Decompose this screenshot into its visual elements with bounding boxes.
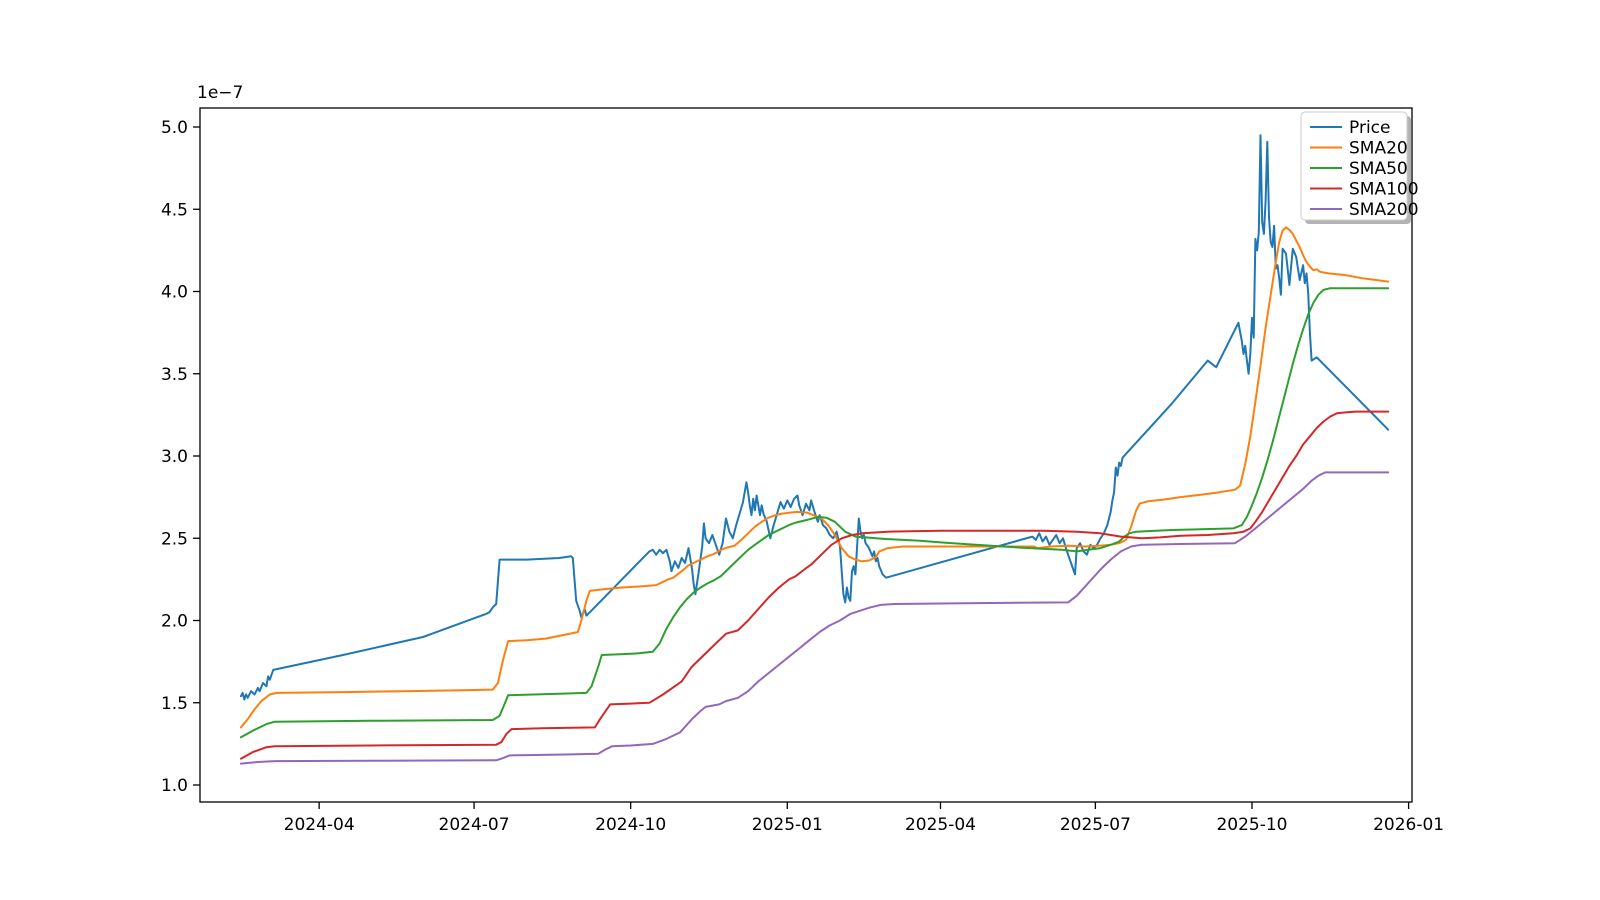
y-tick-label: 3.5: [161, 365, 188, 385]
x-tick-label: 2025-01: [752, 815, 823, 835]
y-tick-label: 5.0: [161, 118, 188, 138]
legend-label: SMA20: [1349, 139, 1408, 159]
y-tick-label: 1.5: [161, 694, 188, 714]
x-axis: 2024-04 2024-07 2024-10 2025-01 2025-04 2025-…: [284, 802, 1444, 835]
y-tick-label: 2.5: [161, 529, 188, 549]
y-tick-label: 4.0: [161, 283, 188, 303]
legend-item-sma50: SMA50: [1310, 159, 1408, 179]
series-lines: [239, 134, 1390, 765]
legend-item-sma100: SMA100: [1310, 180, 1419, 200]
legend-label: Price: [1349, 118, 1390, 138]
x-tick-label: 2024-07: [439, 815, 510, 835]
series-line-price: [239, 134, 1390, 701]
axes-spines: [199, 107, 1413, 803]
legend-item-sma200: SMA200: [1310, 200, 1419, 220]
y-tick-label: 4.5: [161, 200, 188, 220]
legend-item-price: Price: [1310, 118, 1390, 138]
legend-label: SMA200: [1349, 200, 1419, 220]
legend-label: SMA100: [1349, 180, 1419, 200]
x-tick-label: 2026-01: [1373, 815, 1444, 835]
y-tick-label: 1.0: [161, 776, 188, 796]
x-tick-label: 2025-10: [1216, 815, 1287, 835]
x-tick-label: 2025-07: [1060, 815, 1131, 835]
series-line-sma100: [239, 410, 1390, 760]
x-tick-label: 2025-04: [905, 815, 976, 835]
series-line-sma20: [239, 226, 1390, 729]
x-tick-label: 2024-04: [284, 815, 355, 835]
y-axis-offset-label: 1e−7: [197, 83, 243, 103]
y-tick-label: 2.0: [161, 612, 188, 632]
legend-item-sma20: SMA20: [1310, 139, 1408, 159]
y-tick-label: 3.0: [161, 447, 188, 467]
legend-frame: [1300, 111, 1408, 221]
y-axis: 1.0 1.5 2.0 2.5 3.0 3.5 4.0 4.5 5.0 1e−7: [161, 83, 243, 796]
series-line-sma50: [239, 287, 1390, 739]
series-line-sma200: [239, 471, 1390, 765]
legend-label: SMA50: [1349, 159, 1408, 179]
x-tick-label: 2024-10: [595, 815, 666, 835]
